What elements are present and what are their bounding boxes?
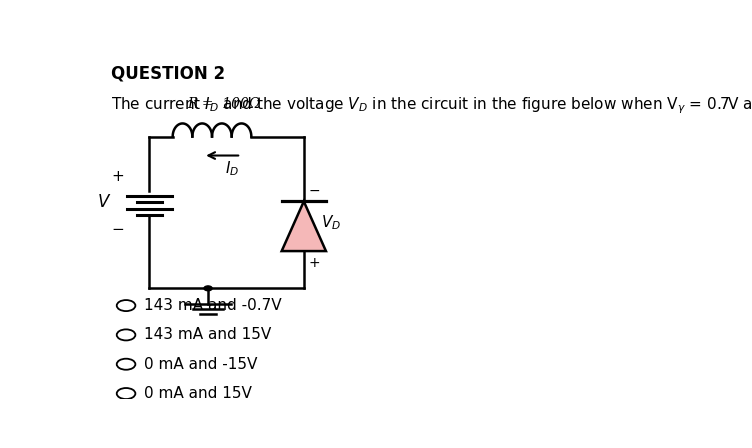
Polygon shape [282, 202, 326, 251]
Text: QUESTION 2: QUESTION 2 [111, 64, 226, 82]
Circle shape [204, 286, 212, 291]
Text: 0 mA and 15V: 0 mA and 15V [144, 386, 251, 401]
Text: 143 mA and -0.7V: 143 mA and -0.7V [144, 298, 281, 313]
Text: $V_D$: $V_D$ [321, 213, 341, 232]
Text: $V$: $V$ [97, 193, 111, 211]
Text: 143 mA and 15V: 143 mA and 15V [144, 327, 271, 342]
Text: +: + [111, 169, 123, 184]
Text: −: − [308, 184, 320, 198]
Text: The current $I_D$ and the voltage $V_D$ in the circuit in the figure below when : The current $I_D$ and the voltage $V_D$ … [111, 95, 752, 116]
Text: +: + [308, 256, 320, 270]
Text: R =  100Ω: R = 100Ω [187, 97, 261, 111]
Text: $I_D$: $I_D$ [226, 159, 239, 178]
Text: −: − [111, 222, 123, 237]
Text: 0 mA and -15V: 0 mA and -15V [144, 357, 257, 372]
